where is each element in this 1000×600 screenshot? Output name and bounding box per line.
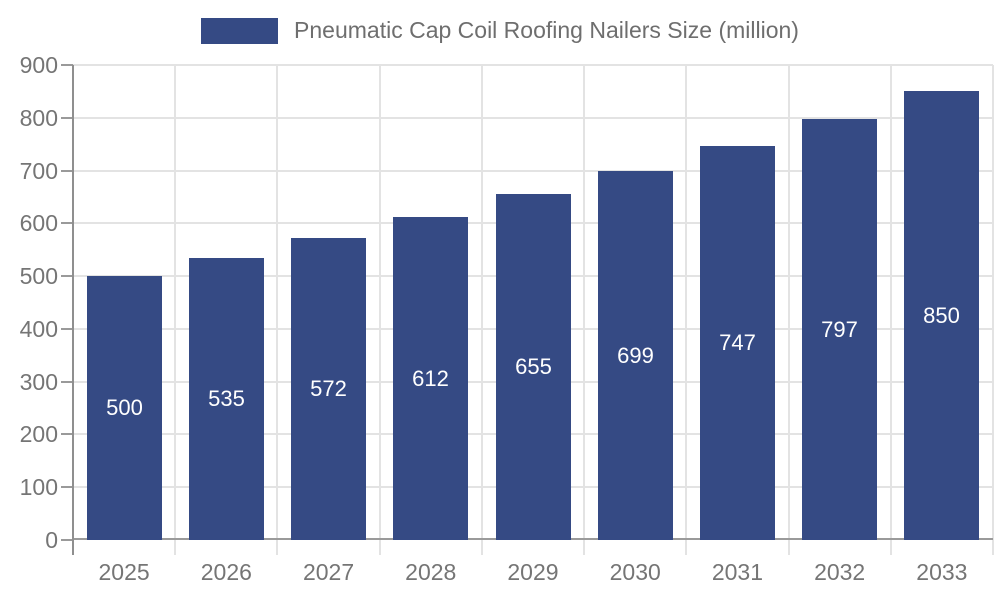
bar-value-label: 535 (208, 386, 245, 411)
category-boundary-gridline (481, 65, 483, 555)
x-axis-tick-label: 2025 (98, 559, 150, 585)
y-axis-tick (61, 539, 73, 541)
bar-value-label: 572 (310, 376, 347, 401)
category-boundary-gridline (174, 65, 176, 555)
bar-2026: 535 (189, 258, 264, 540)
bar-2029: 655 (496, 194, 571, 540)
category-boundary-gridline (276, 65, 278, 555)
y-axis-tick (61, 222, 73, 225)
bar-value-label: 500 (106, 395, 143, 420)
x-axis-tick-label: 2026 (200, 559, 252, 585)
bar-2031: 747 (700, 146, 775, 540)
y-gridline (73, 116, 993, 119)
category-boundary-gridline (890, 65, 892, 555)
bar-value-label: 655 (515, 354, 552, 379)
x-axis-tick-label: 2031 (711, 559, 764, 585)
y-axis-tick (61, 169, 73, 172)
x-axis-tick-label: 2029 (507, 559, 559, 585)
category-boundary-gridline (379, 65, 381, 555)
y-axis-tick-label: 700 (19, 157, 58, 184)
y-axis-line (72, 65, 74, 555)
bar-value-label: 612 (412, 365, 449, 391)
bar-2027: 572 (291, 238, 366, 540)
y-axis-tick (61, 433, 73, 436)
y-axis-tick-label: 800 (19, 104, 58, 131)
legend-swatch (201, 17, 279, 44)
bar-value-label: 747 (719, 330, 756, 355)
y-axis-tick-label: 300 (19, 368, 58, 395)
y-axis-tick-label: 400 (19, 315, 58, 342)
category-boundary-gridline (992, 65, 994, 555)
x-axis-tick-label: 2032 (814, 559, 866, 585)
y-axis-tick-label: 900 (19, 52, 58, 78)
y-gridline (73, 64, 993, 66)
y-axis-tick-label: 0 (45, 527, 58, 553)
category-boundary-gridline (685, 65, 687, 555)
bar-value-label: 797 (821, 316, 858, 342)
y-gridline (73, 169, 993, 172)
bar-value-label: 699 (617, 342, 654, 368)
y-axis-tick (61, 486, 73, 489)
category-boundary-gridline (788, 65, 790, 555)
x-axis-tick-label: 2027 (302, 559, 355, 585)
y-axis-tick-label: 100 (19, 474, 58, 501)
bar-2025: 500 (87, 276, 162, 540)
y-axis-tick (61, 275, 73, 278)
bar-2033: 850 (904, 91, 979, 540)
chart-legend: Pneumatic Cap Coil Roofing Nailers Size … (0, 17, 1000, 44)
y-axis-tick (61, 116, 73, 119)
y-axis-tick (61, 327, 73, 330)
x-axis-tick-label: 2033 (916, 559, 968, 585)
y-axis-tick-label: 500 (19, 263, 58, 290)
y-axis-tick (61, 64, 73, 66)
y-axis-tick-label: 200 (19, 421, 58, 448)
x-axis-tick-label: 2030 (609, 559, 661, 585)
bar-value-label: 850 (923, 302, 960, 328)
y-axis-tick-label: 600 (19, 210, 58, 237)
x-axis-tick-label: 2028 (405, 559, 457, 585)
legend-label: Pneumatic Cap Coil Roofing Nailers Size … (294, 17, 799, 43)
plot-area: 500 535 572 612 655 699 747 797 850 (73, 64, 994, 555)
bar-2030: 699 (598, 171, 673, 540)
y-axis-tick (61, 380, 73, 383)
category-boundary-gridline (583, 65, 585, 555)
bar-2028: 612 (393, 217, 468, 540)
bar-2032: 797 (802, 119, 877, 540)
